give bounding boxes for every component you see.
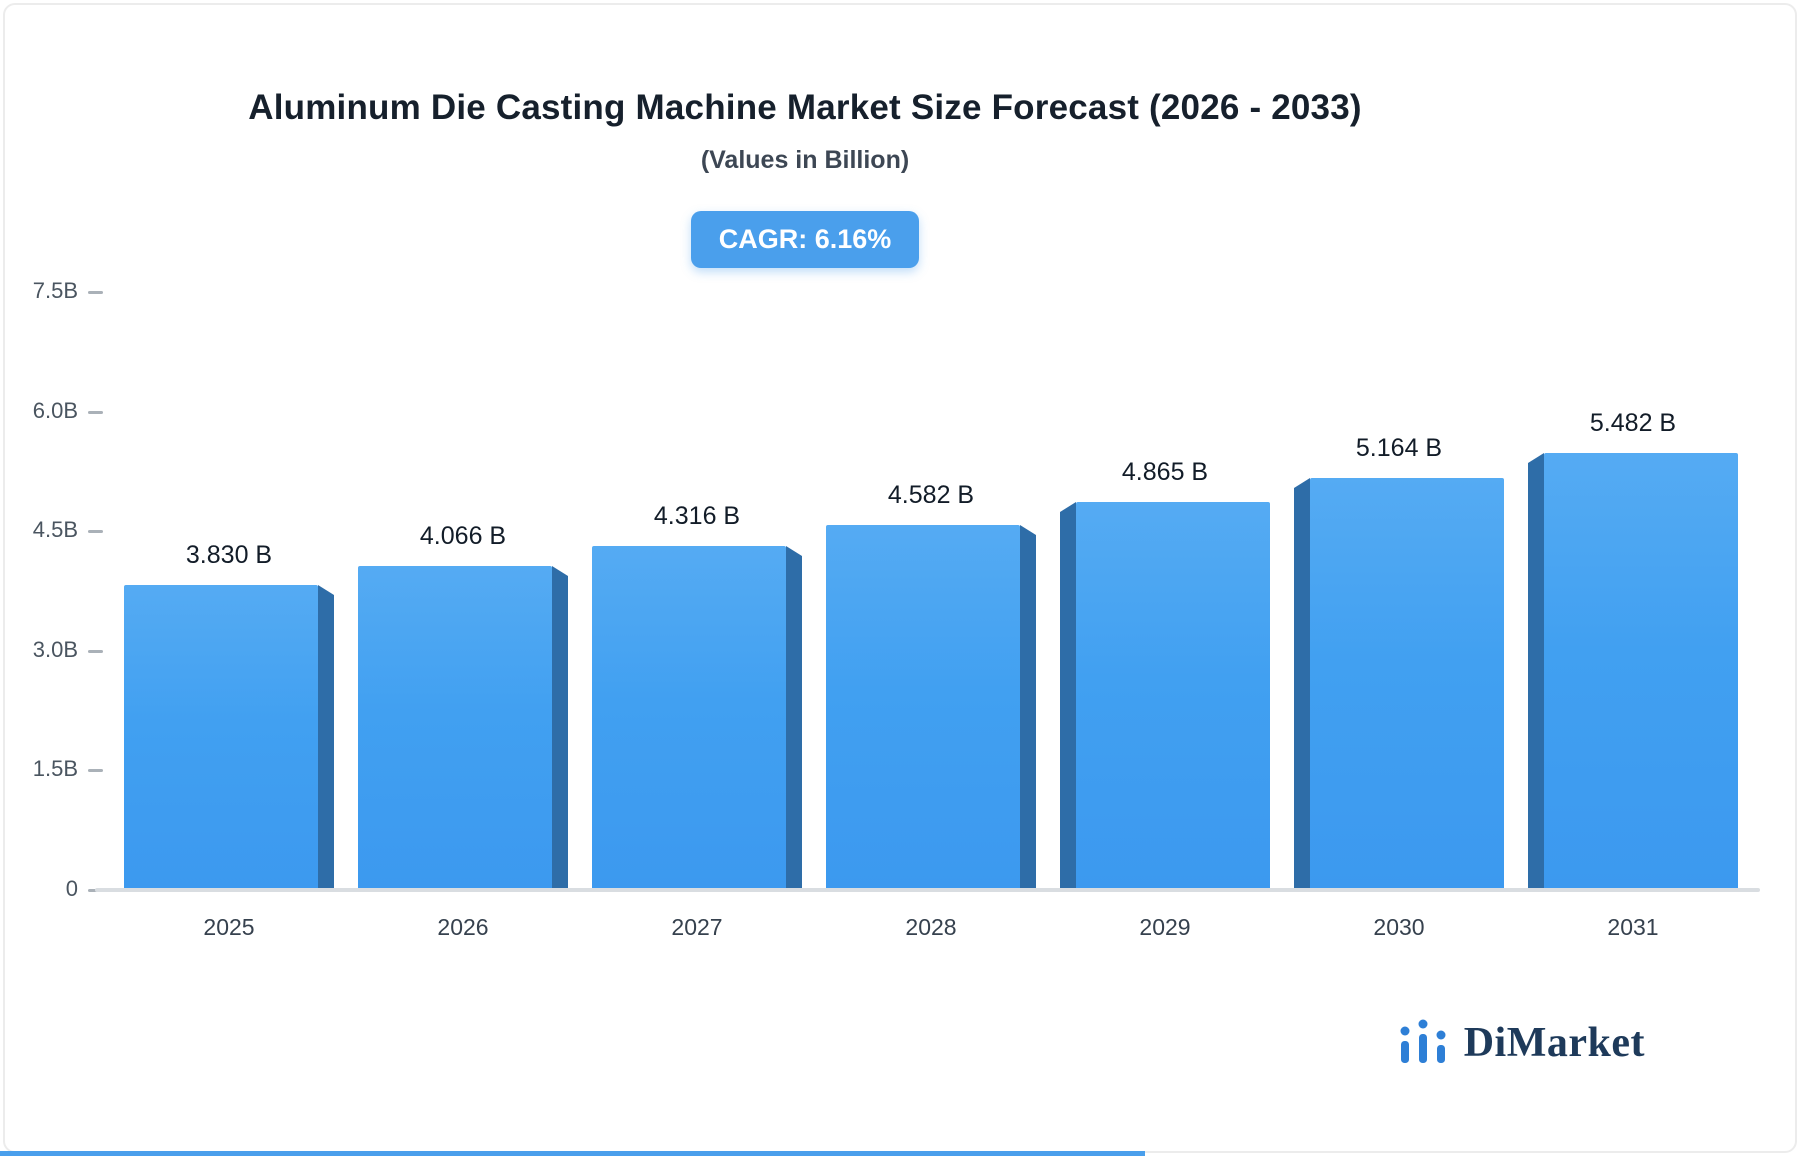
bar-face (1076, 502, 1270, 890)
x-tick-label: 2027 (671, 914, 723, 940)
chart-subtitle: (Values in Billion) (700, 146, 910, 174)
y-tick-label: 0 (65, 876, 78, 901)
x-tick-label: 2030 (1373, 914, 1425, 940)
bar-face (826, 525, 1020, 890)
x-tick-label: 2031 (1607, 914, 1659, 940)
bar-2030 (1294, 478, 1504, 890)
bottom-accent-line (0, 1151, 1145, 1156)
bar-value-label: 4.865 B (1121, 458, 1209, 486)
bar-value-label: 4.582 B (887, 481, 975, 509)
bar-3d-side (786, 546, 802, 890)
y-tick-label: 4.5B (32, 517, 78, 543)
x-tick-label: 2025 (203, 914, 255, 940)
bar-3d-side (552, 566, 568, 890)
bar-3d-side (1528, 453, 1544, 890)
bar-2027 (592, 546, 802, 890)
y-tick-mark (88, 410, 103, 414)
x-tick-label: 2026 (437, 914, 489, 940)
x-axis-line (95, 888, 1760, 892)
bar-value-label: 3.830 B (185, 541, 273, 569)
x-tick-label: 2029 (1139, 914, 1191, 940)
brand-logo: DiMarket (1396, 1018, 1645, 1068)
y-tick-mark (88, 291, 103, 294)
y-tick-label: 3.0B (32, 636, 78, 662)
bar-chart-icon (1400, 1019, 1446, 1063)
y-tick-label: 1.5B (32, 756, 78, 782)
bar-2026 (358, 566, 568, 890)
chart-title: Aluminum Die Casting Machine Market Size… (248, 88, 1362, 127)
bar-value-label: 5.164 B (1355, 434, 1443, 462)
bar-3d-side (1020, 525, 1036, 890)
y-tick-mark (88, 769, 103, 773)
bar-3d-side (318, 585, 334, 890)
cagr-badge: CAGR: 6.16% (690, 211, 920, 268)
bar-face (1310, 478, 1504, 890)
bar-value-label: 4.066 B (419, 522, 507, 550)
bar-value-label: 5.482 B (1589, 409, 1677, 437)
bar-2031 (1528, 453, 1738, 890)
bar-3d-side (1294, 478, 1310, 890)
bar-2025 (124, 585, 334, 890)
bar-face (124, 585, 318, 890)
bar-face (358, 566, 552, 890)
brand-name: DiMarket (1463, 1020, 1645, 1066)
y-tick-mark (88, 649, 103, 653)
bar-face (1544, 453, 1738, 890)
bar-3d-side (1060, 502, 1076, 890)
chart-header: Aluminum Die Casting Machine Market Size… (0, 88, 1610, 268)
bar-2029 (1060, 502, 1270, 890)
bar-face (592, 546, 786, 890)
y-tick-label: 6.0B (32, 397, 78, 423)
y-tick-mark (88, 530, 103, 534)
bar-2028 (826, 525, 1036, 890)
y-tick-label: 7.5B (32, 278, 78, 303)
x-tick-label: 2028 (905, 914, 957, 940)
bar-value-label: 4.316 B (653, 502, 741, 530)
